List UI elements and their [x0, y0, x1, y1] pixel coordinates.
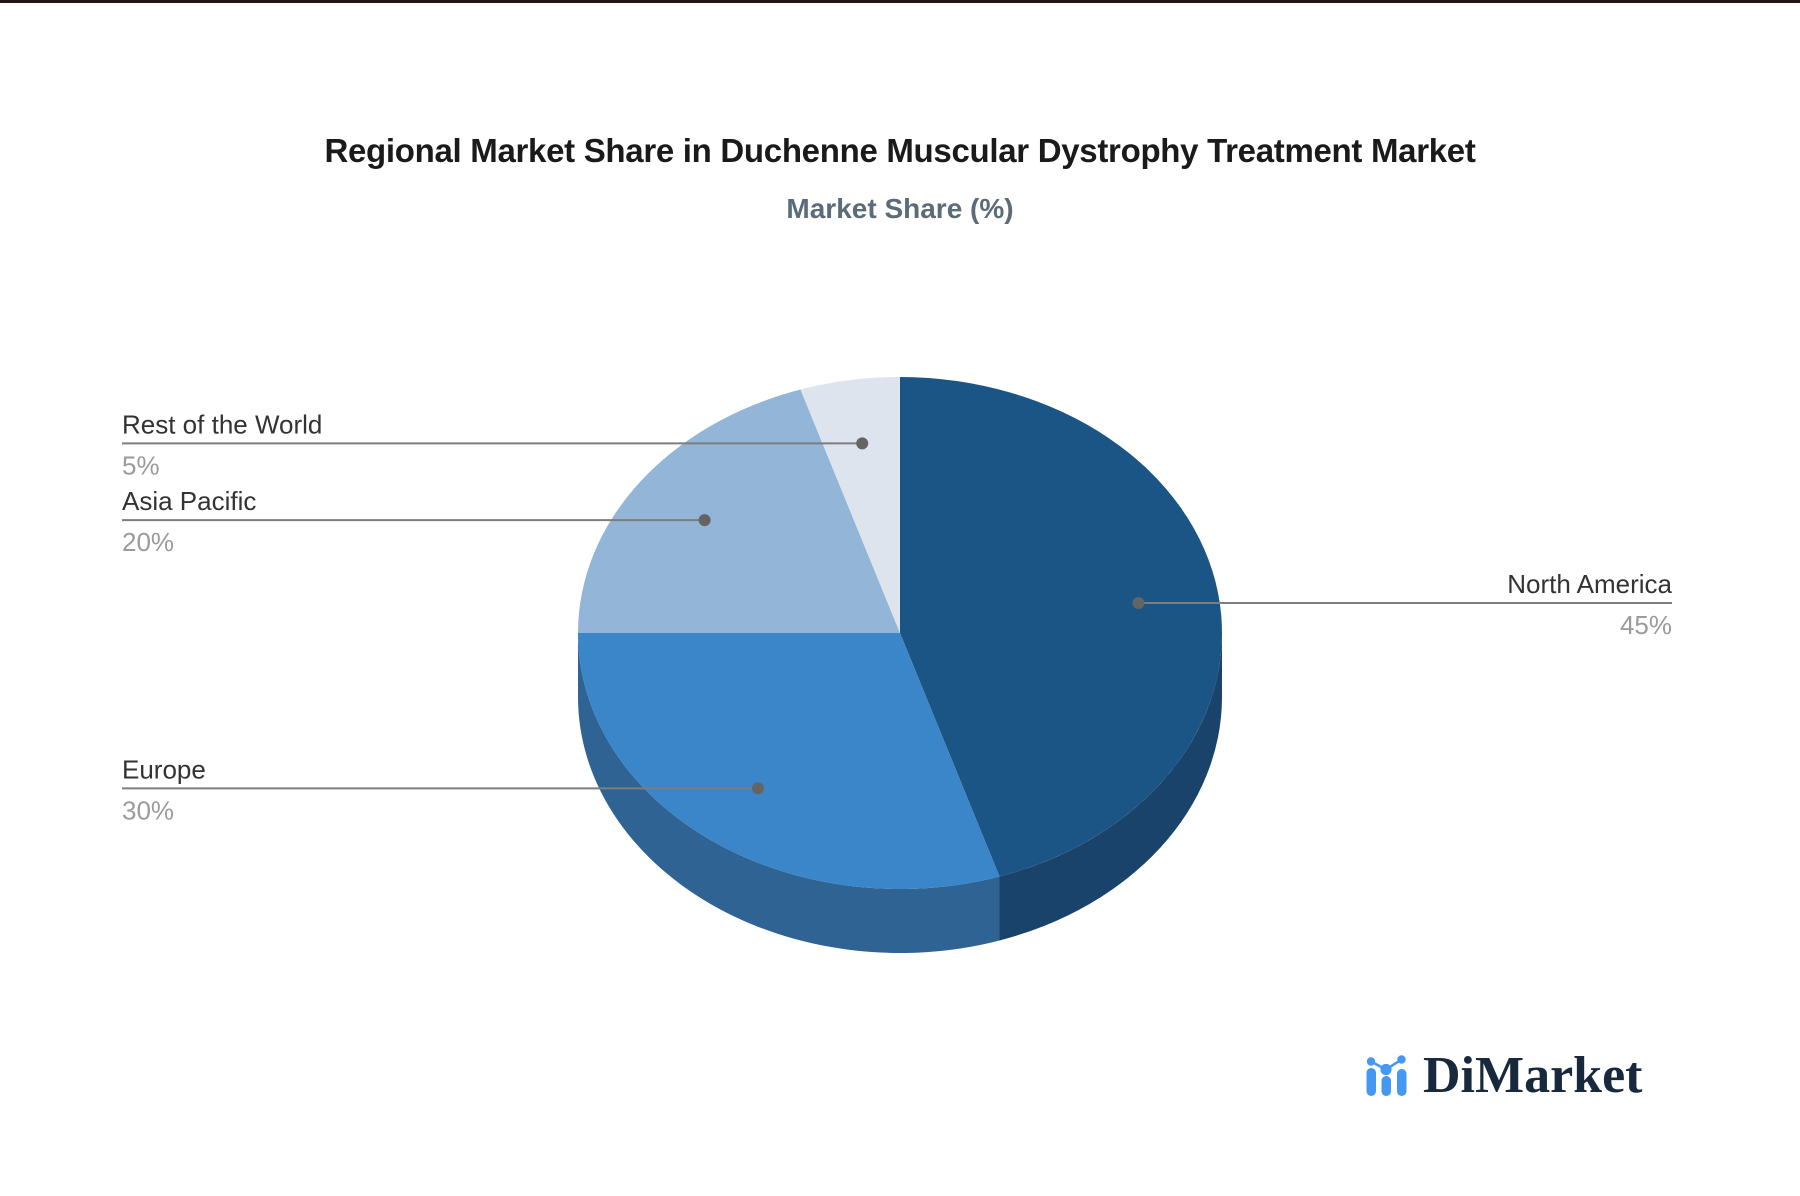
pie-slice-rest-of-the-world[interactable]: [800, 377, 900, 633]
slice-percent-europe: 30%: [122, 795, 174, 825]
pie-side-europe: [578, 633, 1000, 953]
slice-label-europe: Europe: [122, 754, 206, 784]
pie-slice-asia-pacific[interactable]: [578, 389, 900, 633]
leader-dot-europe: [752, 782, 765, 795]
chart-title: Regional Market Share in Duchenne Muscul…: [324, 132, 1476, 169]
brand-name: DiMarket: [1423, 1047, 1643, 1104]
slice-percent-asia-pacific: 20%: [122, 527, 174, 557]
top-edge-line: [0, 0, 1800, 3]
slice-label-north-america: North America: [1507, 569, 1672, 599]
slice-label-rest-of-the-world: Rest of the World: [122, 409, 322, 439]
pie-slice-north-america[interactable]: [900, 377, 1223, 877]
leader-dot-asia-pacific: [698, 514, 711, 527]
pie-slice-europe[interactable]: [578, 633, 1000, 889]
pie-side-north-america: [999, 633, 1222, 941]
leader-dot-rest-of-the-world: [856, 437, 869, 450]
leader-dot-north-america: [1132, 596, 1145, 609]
slice-percent-north-america: 45%: [1620, 610, 1672, 640]
bar-line-chart-icon: [1366, 1055, 1407, 1096]
brand-logo: DiMarket: [1366, 1040, 1643, 1104]
chart-subtitle: Market Share (%): [786, 193, 1014, 224]
slice-label-asia-pacific: Asia Pacific: [122, 486, 256, 516]
slice-percent-rest-of-the-world: 5%: [122, 450, 160, 480]
